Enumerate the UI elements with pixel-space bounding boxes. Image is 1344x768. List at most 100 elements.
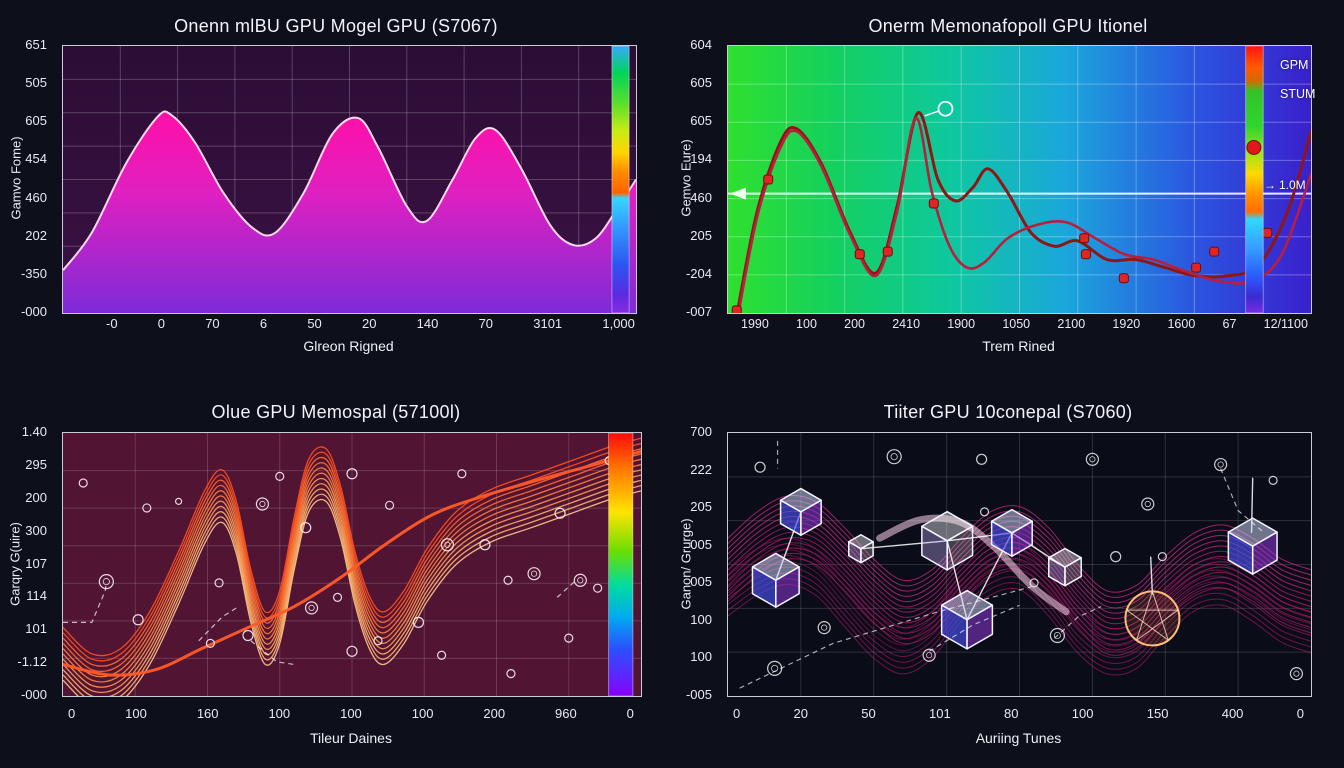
x-tick-label: 2100: [1057, 317, 1086, 331]
x-tick-label: 200: [844, 317, 865, 331]
y-tick-label: -000: [20, 303, 47, 319]
panel-bottom-left: Olue GPU Memospal (57100l) Garqry G(uire…: [0, 384, 672, 768]
x-tick-label: 2410: [892, 317, 921, 331]
ribbon-chart-canvas: [63, 433, 641, 696]
x-axis-label: Auriing Tunes: [975, 730, 1062, 746]
chart-title: Onerm Memonafopoll GPU Itionel: [868, 16, 1148, 36]
x-tick-label: 80: [1004, 706, 1019, 721]
y-tick-label: 100: [690, 611, 712, 627]
x-tick-label: 1900: [947, 317, 976, 331]
x-axis-label: Trem Rined: [982, 338, 1055, 354]
y-axis: 700 222 205 005 005 100 100 -005: [672, 424, 721, 703]
x-tick-label: 0: [626, 706, 634, 721]
legend-item-gpm: GPM: [1280, 58, 1309, 72]
panel-top-right: Onerm Memonafopoll GPU Itionel Gemvo Eur…: [672, 0, 1344, 384]
legend-item-stum: STUM: [1280, 87, 1316, 101]
y-tick-label: 005: [690, 574, 712, 590]
x-tick-label: 150: [1146, 706, 1169, 721]
y-tick-label: 295: [25, 456, 47, 472]
x-tick-label: 100: [796, 317, 817, 331]
y-tick-label: 700: [690, 424, 712, 439]
y-tick-label: 005: [690, 536, 712, 552]
x-axis: -0 0 70 6 50 20 140 70 3101 1,000: [62, 316, 635, 332]
x-tick-label: 0: [733, 706, 741, 721]
x-tick-label: 0: [157, 316, 165, 331]
plot-area: [62, 432, 642, 697]
x-tick-label: 200: [483, 706, 506, 721]
x-tick-label: 960: [555, 706, 577, 721]
x-axis-label: Tileur Daines: [310, 730, 392, 746]
x-tick-label: 100: [411, 706, 434, 721]
x-tick-label: 100: [1071, 706, 1094, 721]
x-axis-label: Glreon Rigned: [303, 338, 394, 354]
x-tick-label: 20: [361, 316, 377, 331]
y-tick-label: -1.12: [17, 654, 47, 670]
x-tick-label: 3101: [533, 316, 563, 331]
x-tick-label: 70: [205, 316, 220, 331]
x-tick-label: 100: [125, 706, 147, 721]
y-tick-label: -005: [685, 686, 712, 702]
y-tick-label: 114: [26, 588, 47, 604]
y-tick-label: 460: [25, 189, 47, 205]
y-axis: 651 505 605 454 460 202 -350 -000: [0, 37, 56, 320]
x-tick-label: 100: [340, 706, 362, 721]
panel-top-left: Onenn mlBU GPU Mogel GPU (S7067) Gamvo F…: [0, 0, 672, 384]
y-tick-label: 200: [25, 489, 47, 505]
colorbar-annotation-text: 1.0M: [1279, 178, 1306, 192]
y-axis: 1.40 295 200 300 107 114 101 -1.12 -000: [0, 424, 56, 703]
x-tick-label: 160: [196, 706, 219, 721]
x-tick-label: 20: [793, 706, 808, 721]
chart-title: Olue GPU Memospal (57100l): [211, 402, 461, 422]
y-tick-label: -204: [685, 265, 712, 281]
x-tick-label: 140: [416, 316, 439, 331]
x-axis: 0 100 160 100 100 100 200 960 0: [62, 706, 640, 722]
panel-bottom-right: Tiiter GPU 10conepal (S7060) Ganon/ Grur…: [672, 384, 1344, 768]
x-tick-label: 400: [1221, 706, 1244, 721]
y-tick-label: 205: [690, 499, 712, 515]
y-tick-label: 605: [25, 113, 47, 129]
arrow-icon: →: [1264, 178, 1276, 192]
y-tick-label: 100: [690, 649, 712, 665]
y-tick-label: 651: [25, 37, 47, 52]
mesh-chart-canvas: [728, 433, 1311, 696]
legend: GPM STUM: [1280, 58, 1315, 101]
chart-title: Onenn mlBU GPU Mogel GPU (S7067): [174, 16, 498, 36]
x-tick-label: 1,000: [602, 316, 635, 331]
plot-area: [727, 432, 1312, 697]
y-tick-label: 460: [690, 189, 712, 205]
colorbar-annotation: → 1.0M: [1264, 178, 1306, 192]
y-tick-label: 505: [25, 75, 47, 91]
plot-area: [62, 45, 637, 314]
x-tick-label: 1920: [1112, 317, 1141, 331]
x-tick-label: 0: [1296, 706, 1304, 721]
y-tick-label: -007: [685, 303, 712, 319]
y-tick-label: 604: [690, 37, 712, 52]
x-tick-label: 6: [259, 316, 268, 331]
y-tick-label: 202: [25, 227, 47, 243]
x-tick-label: 70: [478, 316, 494, 331]
x-tick-label: 12/1100: [1263, 317, 1308, 331]
y-tick-label: 101: [25, 621, 47, 637]
x-tick-label: 50: [861, 706, 876, 721]
y-tick-label: 222: [690, 461, 712, 477]
x-tick-label: 1990: [741, 317, 769, 331]
x-tick-label: 1050: [1002, 317, 1031, 331]
y-tick-label: 454: [25, 151, 47, 167]
x-axis: 0 20 50 101 80 100 150 400 0: [727, 706, 1310, 722]
y-tick-label: -350: [20, 265, 47, 281]
x-tick-label: 101: [929, 706, 951, 721]
x-tick-label: 67: [1222, 317, 1237, 331]
y-axis: 604 605 605 194 460 205 -204 -007: [672, 37, 721, 320]
x-tick-label: -0: [106, 316, 118, 331]
x-tick-label: 50: [307, 316, 322, 331]
chart-title: Tiiter GPU 10conepal (S7060): [883, 402, 1133, 422]
y-tick-label: -000: [20, 687, 47, 702]
y-tick-label: 107: [25, 555, 47, 571]
y-tick-label: 605: [690, 75, 712, 91]
y-tick-label: 605: [690, 113, 712, 129]
plot-area: GPM STUM → 1.0M: [727, 45, 1315, 314]
x-axis: 1990 100 200 2410 1900 1050 2100 1920 1600 67 12/1…: [727, 316, 1310, 332]
x-tick-label: 0: [68, 706, 76, 721]
y-tick-label: 1.40: [21, 424, 47, 439]
